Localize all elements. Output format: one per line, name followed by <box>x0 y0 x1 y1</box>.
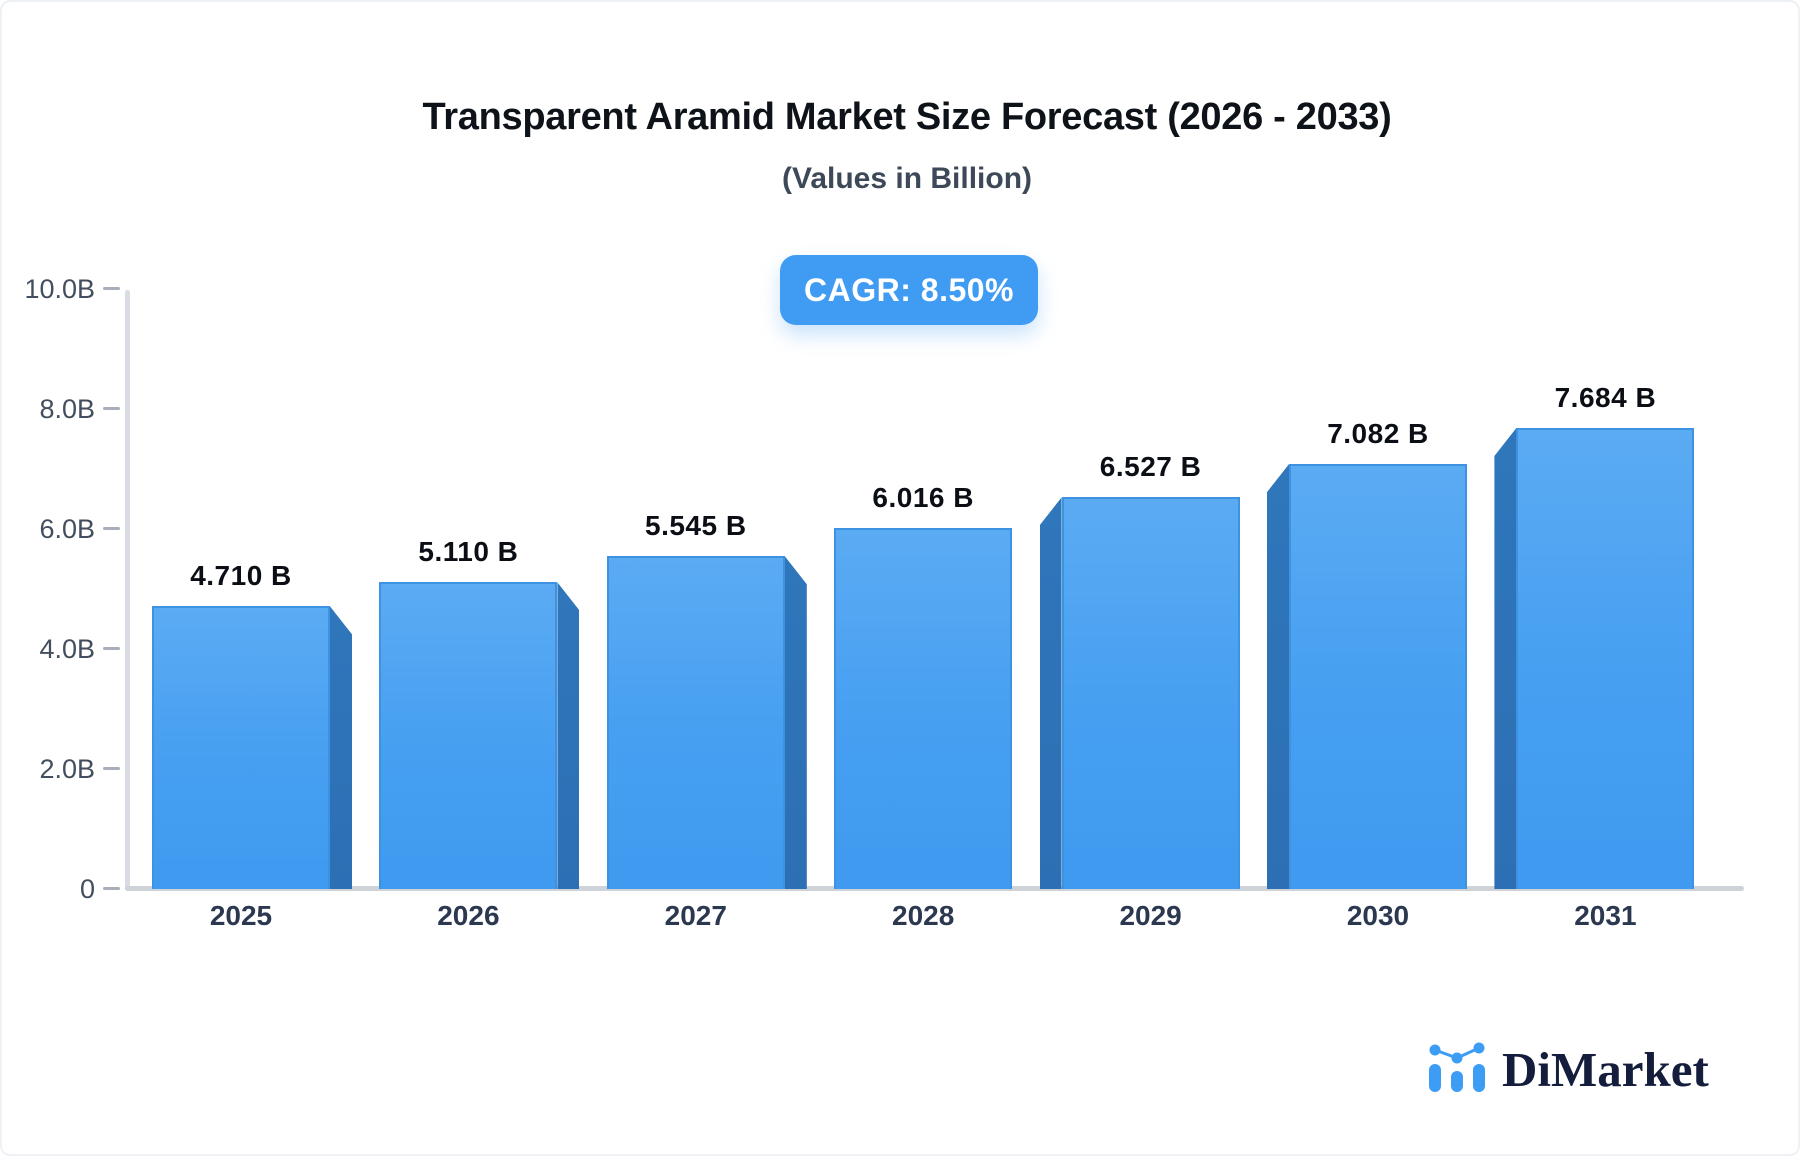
bar-value-label-2025: 4.710 B <box>190 560 292 592</box>
y-tick-label-10.0B: 10.0B <box>24 274 95 304</box>
bar-2030 <box>1289 464 1467 889</box>
x-axis-label-2029: 2029 <box>1119 900 1182 931</box>
bar-2027 <box>606 556 785 889</box>
bar-side-2027 <box>784 556 807 889</box>
bar-2029 <box>1061 497 1240 889</box>
bar-2025 <box>152 606 330 889</box>
x-axis-label-2026: 2026 <box>437 900 500 931</box>
y-tick-label-2.0B: 2.0B <box>39 754 95 784</box>
y-tick-label-0: 0 <box>79 874 95 904</box>
bar-2026 <box>379 582 558 889</box>
bar-value-label-2030: 7.082 B <box>1327 418 1429 450</box>
x-axis-label-2031: 2031 <box>1574 900 1637 931</box>
chart-title: Transparent Aramid Market Size Forecast … <box>422 96 1392 138</box>
bar-value-label-2028: 6.016 B <box>872 482 974 514</box>
y-tick-mark <box>103 287 120 290</box>
y-tick-label-8.0B: 8.0B <box>39 394 95 424</box>
bar-value-label-2031: 7.684 B <box>1554 381 1657 413</box>
bar-side-2030 <box>1267 464 1289 889</box>
y-tick-label-6.0B: 6.0B <box>39 514 95 544</box>
y-tick-mark <box>103 767 120 770</box>
dimarket-logo: DiMarket <box>1427 1040 1709 1094</box>
bar-value-label-2029: 6.527 B <box>1099 451 1202 483</box>
x-axis-label-2025: 2025 <box>209 900 273 931</box>
x-axis-label-2030: 2030 <box>1346 900 1410 931</box>
x-axis-label-2028: 2028 <box>892 900 955 931</box>
cagr-badge-label: CAGR: 8.50% <box>804 271 1014 308</box>
y-tick-mark <box>103 887 120 890</box>
x-axis-label-2027: 2027 <box>664 900 727 931</box>
bar-side-2029 <box>1039 497 1062 889</box>
logo-text: DiMarket <box>1502 1042 1709 1098</box>
bar-2028 <box>834 528 1013 889</box>
y-tick-label-4.0B: 4.0B <box>39 634 95 664</box>
y-tick-mark <box>103 647 120 650</box>
y-tick-mark <box>103 527 120 530</box>
bar-side-2031 <box>1494 427 1517 889</box>
cagr-badge: CAGR: 8.50% <box>780 255 1038 325</box>
bar-line-chart-icon <box>1429 1042 1485 1092</box>
y-tick-mark <box>103 407 120 410</box>
chart-subtitle: (Values in Billion) <box>781 162 1033 195</box>
bar-side-2025 <box>330 606 352 889</box>
bar-side-2026 <box>557 582 580 889</box>
bar-value-label-2027: 5.545 B <box>645 510 747 542</box>
y-axis-line <box>125 290 130 889</box>
bar-value-label-2026: 5.110 B <box>418 536 519 568</box>
bar-2031 <box>1516 427 1695 889</box>
